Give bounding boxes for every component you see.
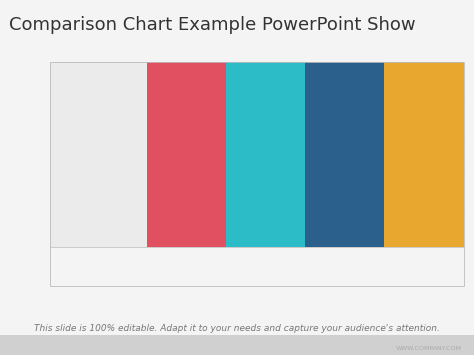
Text: WWW.COMPANY.COM: WWW.COMPANY.COM [396, 346, 462, 351]
Text: ✓: ✓ [262, 76, 270, 86]
Text: Version Two: Version Two [233, 149, 299, 159]
Text: Feature E: Feature E [55, 223, 108, 233]
Text: ✓: ✓ [420, 223, 428, 233]
Text: ✓: ✓ [341, 186, 349, 196]
Text: ✓: ✓ [341, 113, 349, 122]
Text: ✓: ✓ [341, 149, 349, 159]
Text: ✓: ✓ [182, 113, 191, 122]
Text: Feature C: Feature C [55, 149, 109, 159]
Text: ✓: ✓ [182, 76, 191, 86]
Text: Version Three: Version Three [307, 149, 383, 159]
Text: Feature A: Feature A [55, 76, 109, 86]
Text: ✓: ✓ [420, 149, 428, 159]
Text: ✓: ✓ [420, 186, 428, 196]
Text: Comparison Chart Example PowerPoint Show: Comparison Chart Example PowerPoint Show [9, 16, 416, 34]
Text: ✓: ✓ [420, 113, 428, 122]
Text: ✓: ✓ [341, 76, 349, 86]
Text: ✓: ✓ [262, 149, 270, 159]
Text: Feature B: Feature B [55, 113, 109, 122]
Text: ✓: ✓ [420, 76, 428, 86]
Text: This slide is 100% editable. Adapt it to your needs and capture your audience's : This slide is 100% editable. Adapt it to… [34, 324, 440, 333]
Text: Version Four: Version Four [389, 149, 459, 159]
Text: Version One: Version One [153, 149, 220, 159]
Text: Feature D: Feature D [55, 186, 109, 196]
Text: ✓: ✓ [262, 113, 270, 122]
